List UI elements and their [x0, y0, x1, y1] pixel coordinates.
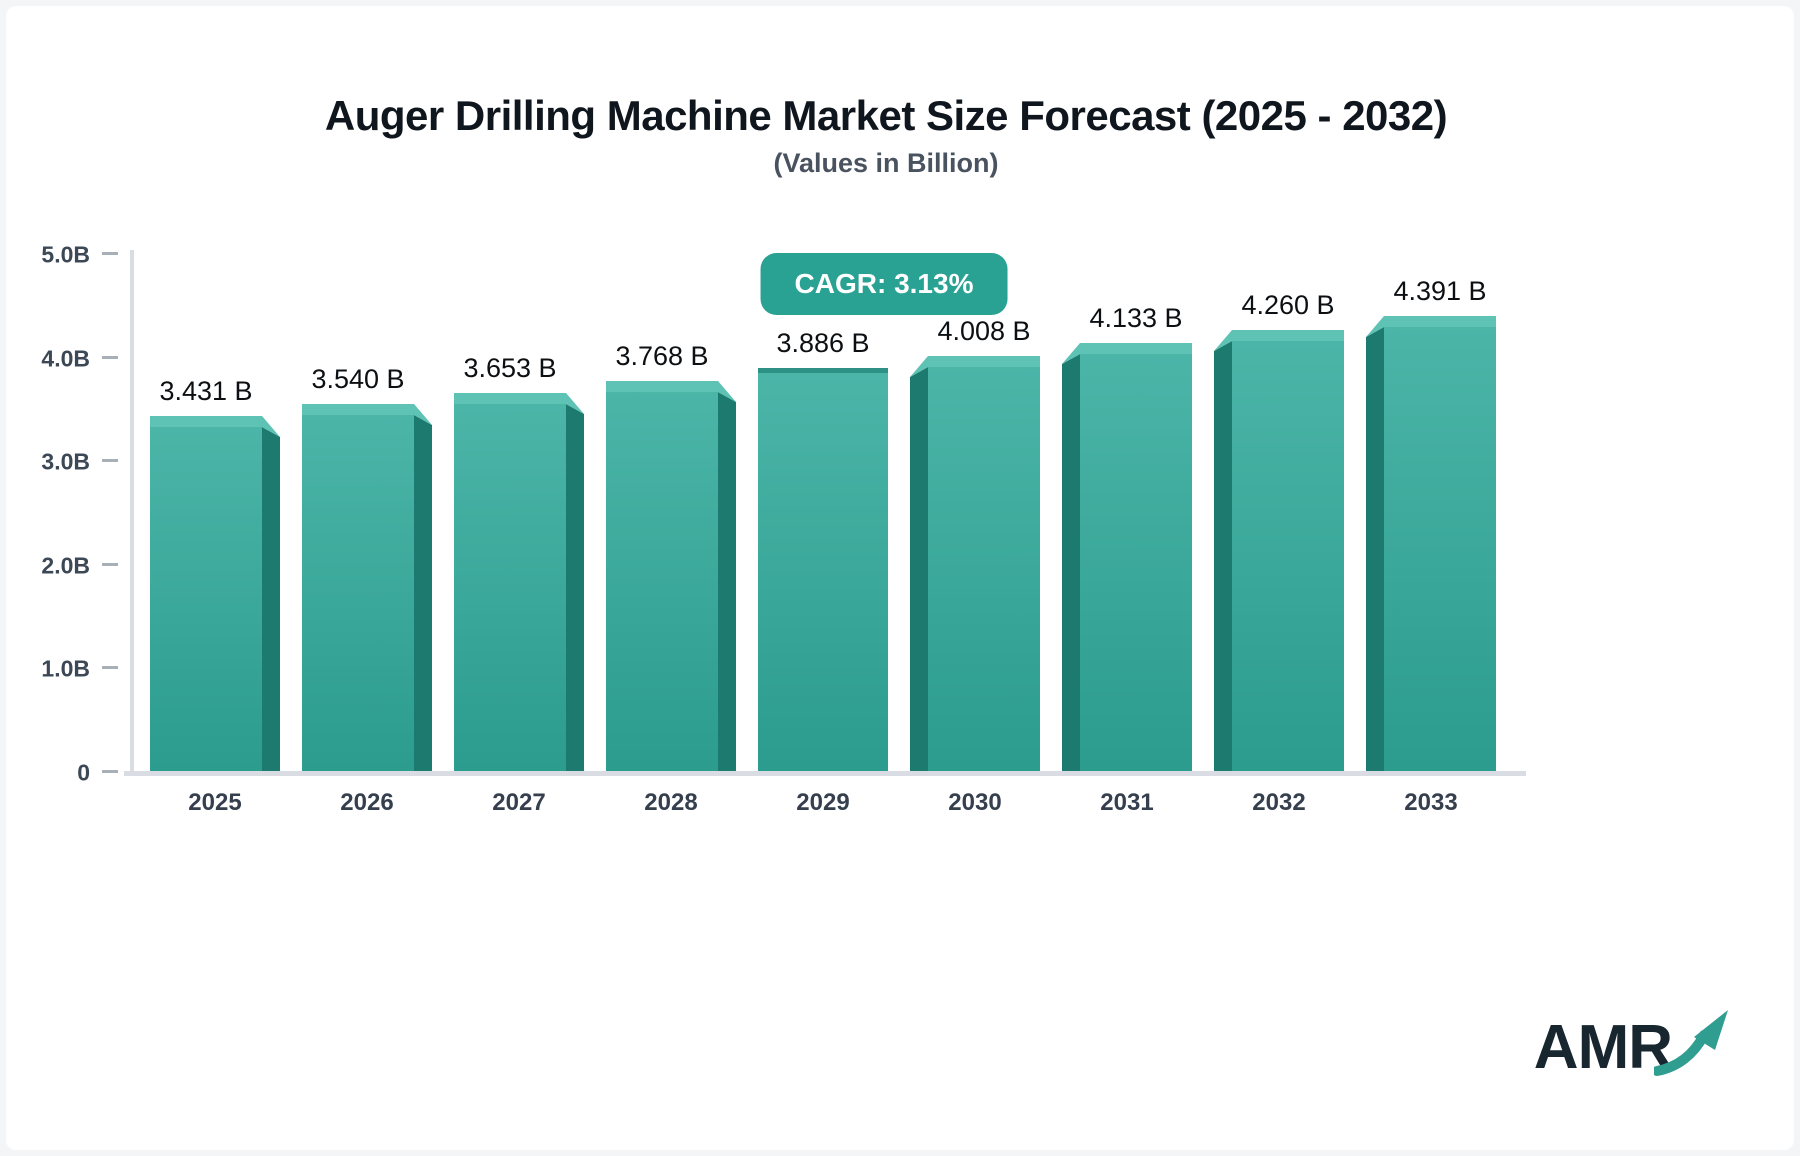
x-tick-label: 2028 — [644, 789, 698, 816]
bar-side-face — [1214, 341, 1232, 771]
bar-value-label: 4.260 B — [1241, 290, 1335, 320]
bar-2028[interactable] — [606, 381, 736, 771]
bar-top-face — [758, 368, 888, 373]
bar-value-label: 4.133 B — [1089, 303, 1183, 333]
y-axis-line — [130, 250, 134, 776]
bar-side-face — [910, 367, 928, 771]
bar-2030[interactable] — [910, 356, 1040, 771]
bar-value-label: 3.540 B — [311, 364, 405, 394]
y-tick-label: 2.0B — [41, 552, 90, 579]
bar-value-label: 4.008 B — [937, 316, 1031, 346]
y-tick-mark — [102, 252, 118, 255]
bar-value-label: 4.391 B — [1393, 276, 1487, 306]
bar-body — [1384, 327, 1496, 771]
bar-body — [758, 373, 888, 771]
x-tick-label: 2029 — [796, 789, 850, 816]
bar-2033[interactable] — [1366, 316, 1496, 771]
bar-value-label: 3.653 B — [463, 353, 557, 383]
x-axis-line — [124, 771, 1526, 776]
bar-value-label: 3.768 B — [615, 341, 709, 371]
brand-logo: AMR — [1533, 1009, 1732, 1083]
bar-side-face — [414, 415, 432, 771]
bar-body — [928, 367, 1040, 771]
bar-side-face — [262, 427, 280, 771]
y-tick-label: 1.0B — [41, 655, 90, 682]
bar-2027[interactable] — [454, 393, 584, 771]
x-tick-label: 2030 — [948, 789, 1002, 816]
bar-2025[interactable] — [150, 416, 280, 771]
bar-side-face — [1062, 354, 1080, 771]
bar-2031[interactable] — [1062, 343, 1192, 771]
bar-body — [150, 427, 262, 771]
y-tick-label: 5.0B — [41, 241, 90, 268]
bar-body — [1080, 354, 1192, 771]
brand-logo-text: AMR — [1533, 1013, 1673, 1082]
chart-subtitle: (Values in Billion) — [773, 148, 999, 178]
x-tick-label: 2026 — [340, 789, 394, 816]
y-tick-label: 0 — [77, 759, 90, 786]
bar-2032[interactable] — [1214, 330, 1344, 771]
growth-arrow-icon — [1654, 1009, 1728, 1076]
y-tick-mark — [102, 770, 118, 773]
bar-2029[interactable] — [758, 368, 888, 771]
bar-body — [606, 392, 718, 771]
x-tick-label: 2032 — [1252, 789, 1306, 816]
chart-title: Auger Drilling Machine Market Size Forec… — [324, 92, 1448, 139]
cagr-badge: CAGR: 3.13% — [760, 253, 1008, 315]
bar-body — [302, 415, 414, 771]
y-tick-mark — [102, 562, 118, 566]
y-tick-label: 3.0B — [41, 448, 90, 475]
y-tick-mark — [102, 459, 118, 463]
y-tick-mark — [102, 355, 118, 359]
x-tick-label: 2033 — [1404, 789, 1458, 816]
bar-side-face — [718, 392, 736, 771]
y-tick-mark — [102, 666, 118, 670]
x-tick-label: 2031 — [1100, 789, 1154, 816]
y-tick-label: 4.0B — [41, 345, 90, 372]
x-tick-label: 2027 — [492, 789, 546, 816]
bar-value-label: 3.886 B — [776, 328, 870, 358]
bar-value-label: 3.431 B — [159, 376, 253, 406]
chart-card: Auger Drilling Machine Market Size Forec… — [6, 6, 1794, 1150]
bar-body — [1232, 341, 1344, 771]
bar-2026[interactable] — [302, 404, 432, 771]
x-tick-label: 2025 — [188, 789, 242, 816]
bar-side-face — [566, 404, 584, 771]
bar-side-face — [1366, 327, 1384, 771]
bar-body — [454, 404, 566, 771]
